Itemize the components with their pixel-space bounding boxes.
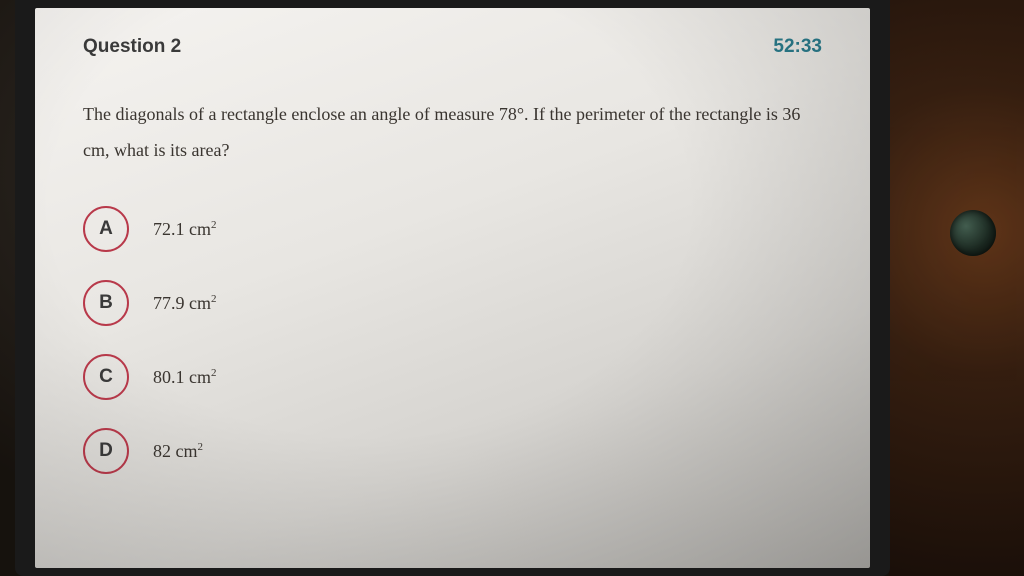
answer-option-c-text: 80.1 cm2: [153, 367, 217, 388]
answer-option-c[interactable]: C 80.1 cm2: [83, 354, 822, 400]
answer-option-c-exp: 2: [211, 367, 217, 379]
quiz-header: Question 2 52:33: [83, 36, 822, 58]
answer-option-d-text: 82 cm2: [153, 441, 203, 462]
question-text-part2: . If the perimeter of the rectangle is: [524, 104, 782, 124]
photo-background: Question 2 52:33 The diagonals of a rect…: [0, 0, 1024, 576]
answer-options: A 72.1 cm2 B 77.9 cm2 C 80.1 cm2: [83, 206, 822, 474]
quiz-screen: Question 2 52:33 The diagonals of a rect…: [35, 8, 870, 568]
question-text: The diagonals of a rectangle enclose an …: [83, 96, 822, 168]
answer-option-c-value: 80.1 cm: [153, 367, 211, 387]
answer-option-b-circle: B: [83, 280, 129, 326]
question-text-part3: , what is its area?: [105, 140, 229, 160]
countdown-timer: 52:33: [773, 36, 822, 58]
answer-option-b-value: 77.9 cm: [153, 293, 211, 313]
answer-option-a-value: 72.1 cm: [153, 219, 211, 239]
question-number-label: Question 2: [83, 36, 181, 58]
answer-option-a-text: 72.1 cm2: [153, 219, 217, 240]
answer-option-d-circle: D: [83, 428, 129, 474]
answer-option-d-value: 82 cm: [153, 441, 198, 461]
tablet-bezel: Question 2 52:33 The diagonals of a rect…: [15, 0, 890, 576]
question-text-part1: The diagonals of a rectangle enclose an …: [83, 104, 499, 124]
answer-option-a[interactable]: A 72.1 cm2: [83, 206, 822, 252]
answer-option-c-circle: C: [83, 354, 129, 400]
answer-option-a-exp: 2: [211, 219, 217, 231]
answer-option-b[interactable]: B 77.9 cm2: [83, 280, 822, 326]
answer-option-a-circle: A: [83, 206, 129, 252]
answer-option-b-text: 77.9 cm2: [153, 293, 217, 314]
answer-option-d[interactable]: D 82 cm2: [83, 428, 822, 474]
camera-lens-decoration: [950, 210, 996, 256]
answer-option-d-exp: 2: [198, 441, 204, 453]
photo-background-right: [889, 0, 1024, 576]
question-angle-value: 78°: [499, 104, 524, 124]
answer-option-b-exp: 2: [211, 293, 217, 305]
